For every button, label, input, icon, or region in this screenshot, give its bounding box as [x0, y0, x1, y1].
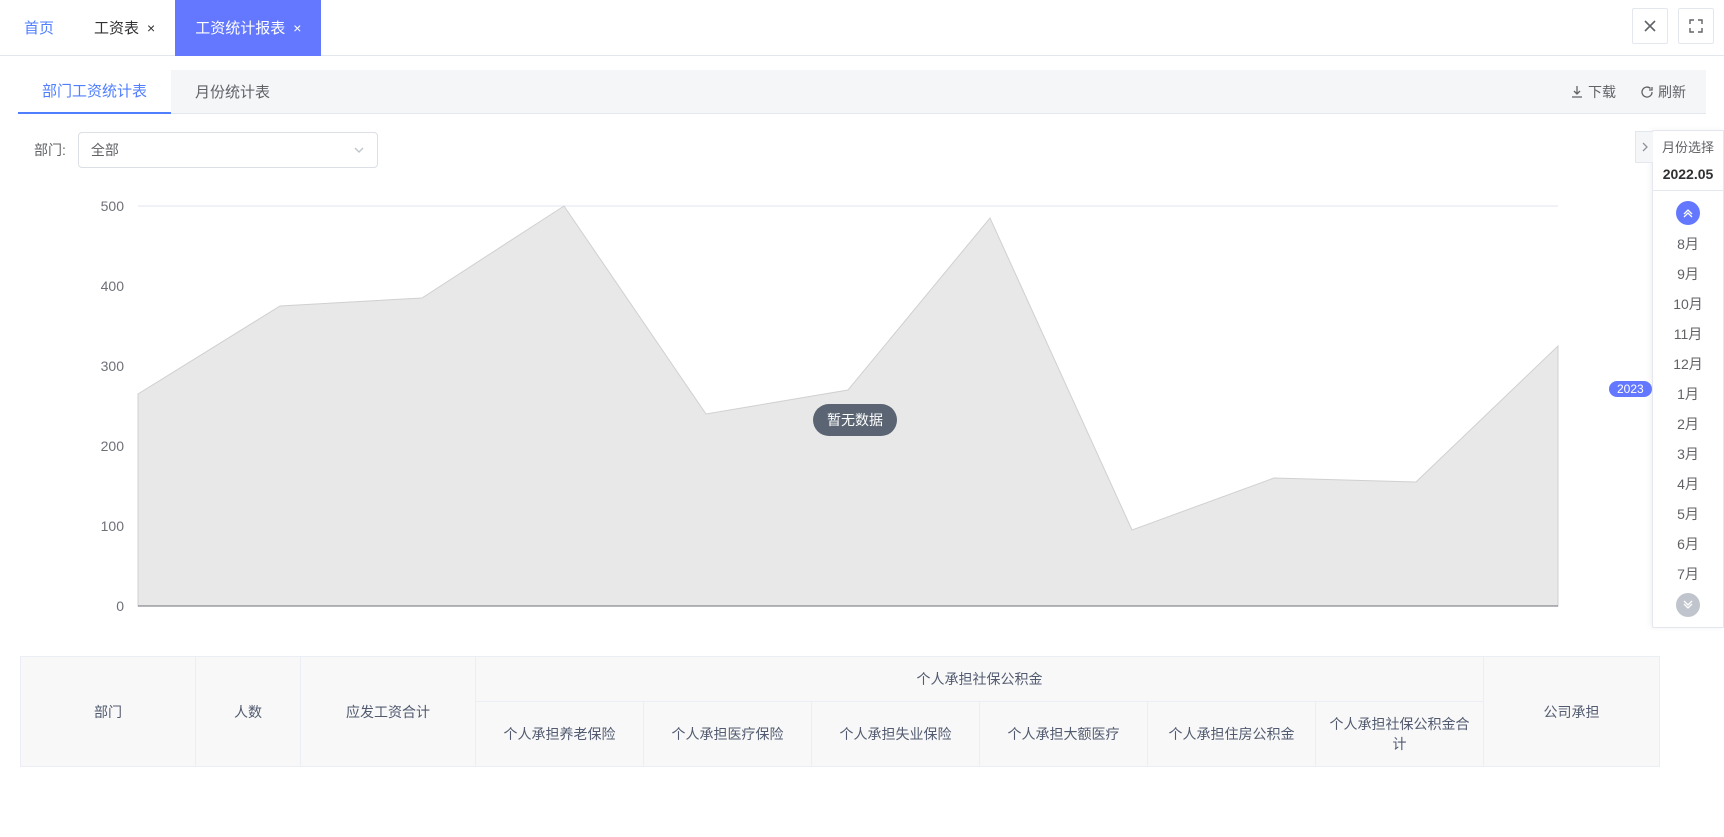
svg-text:400: 400 — [101, 278, 125, 294]
dept-select[interactable]: 全部 — [78, 132, 378, 168]
th-pension: 个人承担养老保险 — [476, 702, 644, 767]
month-selector-panel: 月份选择 2022.05 8月9月10月11月12月1月20232月3月4月5月… — [1652, 130, 1724, 628]
svg-text:0: 0 — [116, 598, 124, 614]
tab-month-stats-label: 月份统计表 — [195, 81, 270, 102]
chevron-right-icon — [1640, 142, 1650, 152]
chart-tooltip: 暂无数据 — [813, 404, 897, 436]
month-item[interactable]: 12月 — [1653, 349, 1723, 379]
tab-salary-report-label: 工资统计报表 — [195, 17, 285, 38]
th-count: 人数 — [196, 657, 301, 767]
month-scroll-down[interactable] — [1676, 593, 1700, 617]
dept-filter-label: 部门: — [34, 140, 66, 160]
month-item[interactable]: 3月 — [1653, 439, 1723, 469]
tab-salary-report[interactable]: 工资统计报表 × — [175, 0, 321, 56]
close-icon[interactable]: × — [147, 20, 155, 36]
close-icon[interactable]: × — [293, 20, 301, 36]
chart-tooltip-text: 暂无数据 — [827, 412, 883, 428]
th-company: 公司承担 — [1484, 657, 1660, 767]
double-chevron-down-icon — [1682, 599, 1694, 611]
tab-home[interactable]: 首页 — [4, 0, 74, 56]
th-total: 应发工资合计 — [301, 657, 476, 767]
month-item[interactable]: 11月 — [1653, 319, 1723, 349]
salary-chart: 0 100 200 300 400 500 暂无数据 — [28, 186, 1696, 646]
svg-text:200: 200 — [101, 438, 125, 454]
double-chevron-up-icon — [1682, 207, 1694, 219]
download-icon — [1570, 85, 1584, 99]
month-scroll-up[interactable] — [1676, 201, 1700, 225]
tab-dept-stats-label: 部门工资统计表 — [42, 80, 147, 101]
month-item[interactable]: 6月 — [1653, 529, 1723, 559]
month-panel-current: 2022.05 — [1653, 162, 1723, 191]
fullscreen-button[interactable] — [1678, 8, 1714, 44]
month-item[interactable]: 7月 — [1653, 559, 1723, 589]
th-group-personal: 个人承担社保公积金 — [476, 657, 1484, 702]
th-personal-total: 个人承担社保公积金合计 — [1316, 702, 1484, 767]
dept-select-value: 全部 — [91, 140, 119, 160]
th-dept: 部门 — [21, 657, 196, 767]
th-large-medical: 个人承担大额医疗 — [980, 702, 1148, 767]
chevron-down-icon — [353, 144, 365, 156]
month-item[interactable]: 8月 — [1653, 229, 1723, 259]
svg-text:300: 300 — [101, 358, 125, 374]
month-item[interactable]: 5月 — [1653, 499, 1723, 529]
month-item[interactable]: 1月2023 — [1653, 379, 1723, 409]
th-medical: 个人承担医疗保险 — [644, 702, 812, 767]
tab-month-stats[interactable]: 月份统计表 — [171, 70, 294, 114]
refresh-button[interactable]: 刷新 — [1640, 82, 1686, 102]
month-item[interactable]: 4月 — [1653, 469, 1723, 499]
download-button[interactable]: 下载 — [1570, 82, 1616, 102]
summary-table: 部门 人数 应发工资合计 个人承担社保公积金 公司承担 个人承担养老保险 个人承… — [20, 656, 1704, 767]
th-housing-fund: 个人承担住房公积金 — [1148, 702, 1316, 767]
download-label: 下载 — [1588, 82, 1616, 102]
tab-dept-stats[interactable]: 部门工资统计表 — [18, 70, 171, 114]
refresh-icon — [1640, 85, 1654, 99]
expand-icon — [1688, 18, 1704, 34]
month-panel-title: 月份选择 — [1653, 131, 1723, 162]
tab-salary[interactable]: 工资表 × — [74, 0, 175, 56]
x-icon — [1642, 18, 1658, 34]
month-panel-collapse[interactable] — [1635, 131, 1653, 163]
tab-home-label: 首页 — [24, 17, 54, 38]
svg-text:100: 100 — [101, 518, 125, 534]
year-badge: 2023 — [1609, 381, 1652, 397]
month-item[interactable]: 2月 — [1653, 409, 1723, 439]
tab-salary-label: 工资表 — [94, 17, 139, 38]
th-unemployment: 个人承担失业保险 — [812, 702, 980, 767]
month-item[interactable]: 9月 — [1653, 259, 1723, 289]
month-item[interactable]: 10月 — [1653, 289, 1723, 319]
svg-text:500: 500 — [101, 198, 125, 214]
close-button[interactable] — [1632, 8, 1668, 44]
refresh-label: 刷新 — [1658, 82, 1686, 102]
